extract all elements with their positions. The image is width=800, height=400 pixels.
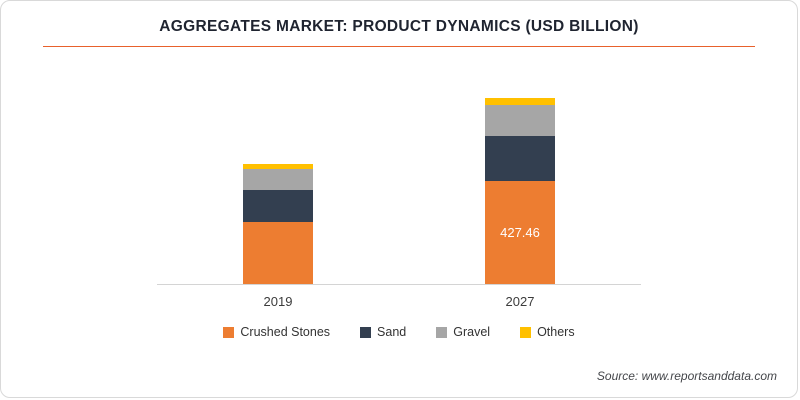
legend-swatch-crushed-stones — [223, 326, 235, 338]
stacked-bar-2019 — [243, 164, 313, 284]
title-underline — [43, 46, 755, 47]
bars-container: 427.46 — [157, 97, 641, 284]
segment-sand-2027 — [485, 135, 555, 182]
legend-item-crushed-stones: Crushed Stones — [223, 325, 330, 339]
legend-item-sand: Sand — [360, 325, 406, 339]
stacked-bar-2027: 427.46 — [485, 98, 555, 284]
legend-label-others: Others — [537, 325, 575, 339]
segment-crushed-stones-2027: 427.46 — [485, 181, 555, 284]
segment-sand-2019 — [243, 190, 313, 223]
x-axis-line — [157, 284, 641, 285]
legend-swatch-others — [520, 326, 532, 338]
bar-slot-2019 — [157, 97, 399, 284]
plot-area: 427.46 2019 2027 — [157, 97, 641, 309]
segment-crushed-stones-2019 — [243, 222, 313, 284]
legend-label-gravel: Gravel — [453, 325, 491, 339]
x-axis-label-2019: 2019 — [263, 294, 293, 309]
legend-item-gravel: Gravel — [436, 325, 490, 339]
segment-gravel-2027 — [485, 104, 555, 136]
legend-item-others: Others — [520, 325, 575, 339]
chart-title: AGGREGATES MARKET: PRODUCT DYNAMICS (USD… — [159, 18, 639, 35]
legend-swatch-gravel — [436, 326, 448, 338]
legend: Crushed Stones Sand Gravel Others — [1, 325, 797, 339]
segment-others-2027 — [485, 98, 555, 105]
data-label-crushed-stones-2027: 427.46 — [500, 225, 540, 241]
bar-slot-2027: 427.46 — [399, 97, 641, 284]
legend-label-sand: Sand — [377, 325, 407, 339]
segment-gravel-2019 — [243, 169, 313, 191]
legend-swatch-sand — [360, 326, 372, 338]
x-axis-labels: 2019 2027 — [157, 294, 641, 309]
source-text: Source: www.reportsanddata.com — [596, 369, 777, 383]
segment-others-2019 — [243, 164, 313, 170]
legend-label-crushed-stones: Crushed Stones — [240, 325, 331, 339]
x-axis-label-2027: 2027 — [505, 294, 535, 309]
